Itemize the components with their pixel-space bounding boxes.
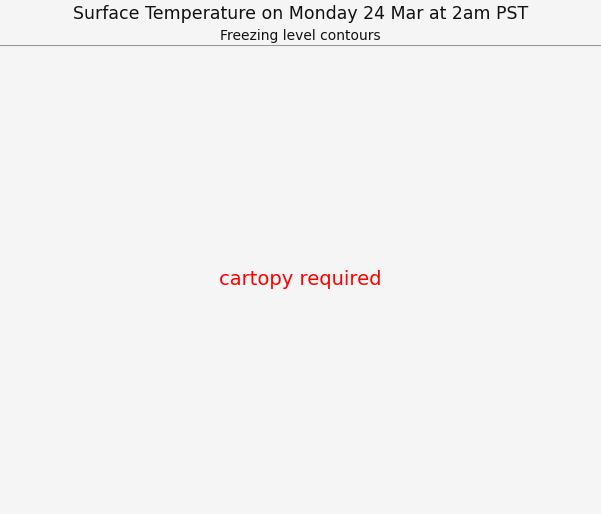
Text: Freezing level contours: Freezing level contours bbox=[220, 29, 381, 43]
Text: Surface Temperature on Monday 24 Mar at 2am PST: Surface Temperature on Monday 24 Mar at … bbox=[73, 6, 528, 24]
Text: cartopy required: cartopy required bbox=[219, 270, 382, 289]
